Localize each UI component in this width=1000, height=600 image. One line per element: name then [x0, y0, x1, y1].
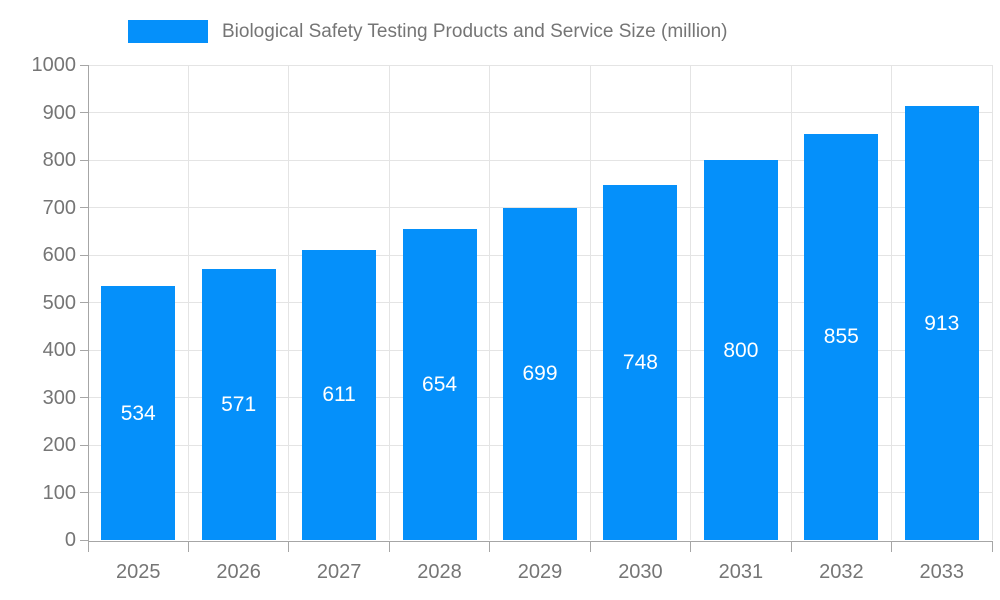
- x-axis-tick: [489, 541, 491, 552]
- y-axis-label: 400: [42, 339, 76, 361]
- gridline-vertical: [991, 65, 993, 540]
- bar-2033[interactable]: [904, 106, 979, 540]
- x-axis-tick: [388, 541, 390, 552]
- x-axis-label-2026: 2026: [216, 561, 261, 583]
- x-axis-tick: [187, 541, 189, 552]
- y-axis-tick: [80, 397, 88, 398]
- bar-2026[interactable]: [201, 268, 276, 540]
- y-axis-tick: [80, 64, 88, 66]
- y-axis-label: 600: [42, 244, 76, 266]
- bar-2027[interactable]: [302, 249, 377, 540]
- y-axis-line: [87, 65, 89, 541]
- y-axis-tick: [80, 302, 88, 303]
- bar-2031[interactable]: [703, 160, 778, 540]
- x-axis-label-2029: 2029: [517, 561, 563, 583]
- y-axis-label: 900: [42, 101, 76, 124]
- x-axis-tick: [589, 541, 591, 552]
- y-axis-tick: [80, 539, 88, 541]
- bar-2030[interactable]: [603, 184, 678, 540]
- y-axis-tick: [80, 254, 88, 256]
- gridline-horizontal: [88, 64, 992, 66]
- gridline-horizontal: [88, 159, 992, 161]
- x-axis-label-2033: 2033: [919, 561, 965, 583]
- legend-label[interactable]: Biological Safety Testing Products and S…: [222, 20, 728, 42]
- x-axis-label-2032: 2032: [819, 561, 864, 583]
- x-axis-line: [88, 540, 992, 542]
- x-axis-label-2025: 2025: [115, 561, 161, 583]
- y-axis-label: 700: [42, 196, 76, 219]
- y-axis-label: 0: [64, 529, 76, 551]
- bar-2032[interactable]: [804, 133, 879, 540]
- gridline-vertical: [187, 65, 189, 540]
- x-axis-label-2027: 2027: [316, 561, 362, 583]
- y-axis-tick: [80, 349, 88, 351]
- gridline-horizontal: [88, 112, 992, 113]
- x-axis-label-2028: 2028: [417, 561, 462, 583]
- y-axis-label: 800: [42, 149, 76, 171]
- y-axis-label: 100: [42, 481, 76, 504]
- bar-2028[interactable]: [402, 229, 477, 540]
- y-axis-tick: [80, 492, 88, 493]
- x-axis-label-2031: 2031: [718, 561, 764, 583]
- x-axis-tick: [87, 541, 89, 552]
- y-axis-tick: [80, 112, 88, 113]
- gridline-vertical: [891, 65, 893, 540]
- x-axis-tick: [790, 541, 792, 552]
- x-axis-tick: [991, 541, 993, 552]
- y-axis-label: 500: [42, 291, 76, 314]
- y-axis-tick: [80, 159, 88, 161]
- legend-swatch-icon[interactable]: [128, 20, 208, 43]
- gridline-vertical: [790, 65, 792, 540]
- gridline-vertical: [388, 65, 390, 540]
- x-axis-tick: [690, 541, 692, 552]
- x-axis-tick: [288, 541, 290, 552]
- gridline-vertical: [690, 65, 692, 540]
- y-axis-tick: [80, 207, 88, 208]
- y-axis-tick: [80, 444, 88, 446]
- bar-2029[interactable]: [503, 207, 577, 540]
- y-axis-label: 1000: [31, 54, 77, 76]
- legend[interactable]: Biological Safety Testing Products and S…: [128, 20, 728, 43]
- y-axis-label: 200: [42, 434, 76, 456]
- gridline-vertical: [489, 65, 491, 540]
- x-axis-tick: [891, 541, 893, 552]
- gridline-vertical: [589, 65, 591, 540]
- bar-2025[interactable]: [101, 286, 176, 540]
- gridline-horizontal: [88, 207, 992, 208]
- gridline-vertical: [288, 65, 290, 540]
- x-axis-label-2030: 2030: [618, 561, 663, 583]
- y-axis-label: 300: [42, 386, 76, 409]
